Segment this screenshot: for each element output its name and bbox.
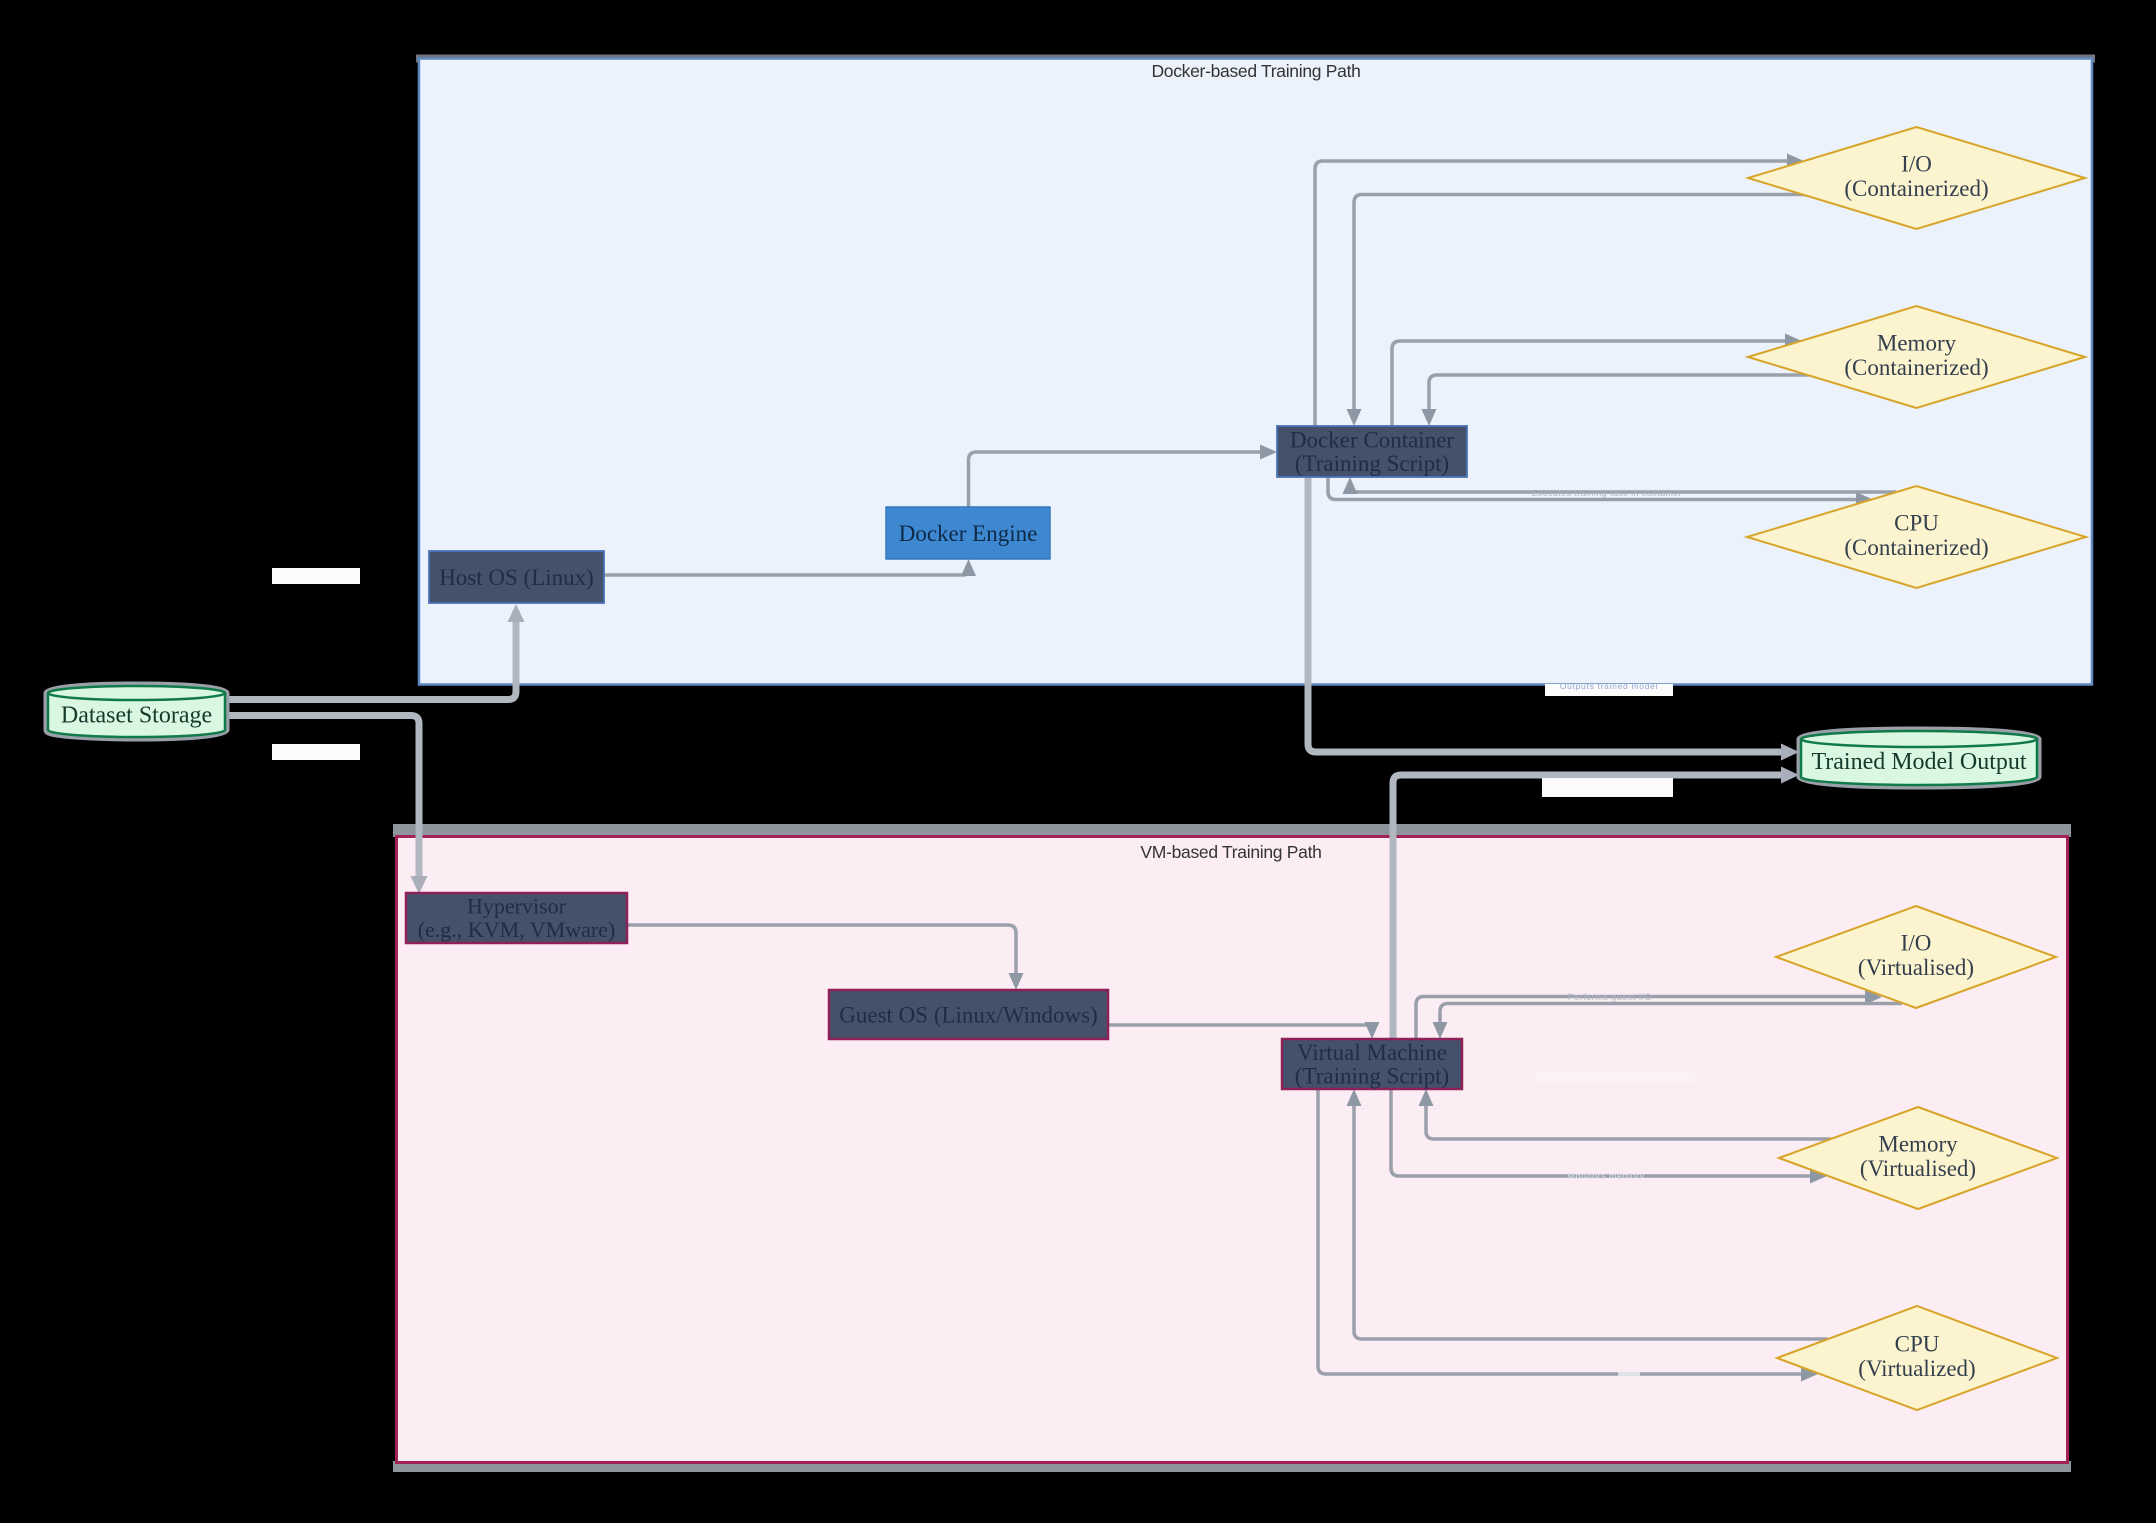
svg-text:Host OS (Linux): Host OS (Linux) [439,565,594,590]
svg-text:(Containerized): (Containerized) [1844,535,1988,560]
svg-text:Dataset Storage: Dataset Storage [61,703,212,729]
svg-text:(e.g., KVM, VMware): (e.g., KVM, VMware) [418,917,616,942]
svg-text:(Containerized): (Containerized) [1844,355,1988,380]
svg-text:(Training Script): (Training Script) [1295,1064,1449,1089]
svg-text:(Training Script): (Training Script) [1295,451,1449,476]
svg-text:Memory: Memory [1877,331,1957,356]
svg-text:VM-based Training Path: VM-based Training Path [1140,842,1321,862]
svg-text:(Virtualized): (Virtualized) [1858,1356,1975,1381]
svg-text:CPU: CPU [1894,511,1939,536]
svg-text:Docker Container: Docker Container [1290,428,1454,453]
svg-text:I/O: I/O [1901,152,1932,177]
svg-text:Docker-based Training Path: Docker-based Training Path [1151,61,1360,81]
svg-text:I/O: I/O [1901,931,1932,956]
svg-text:Performs guest I/O: Performs guest I/O [1568,992,1653,1002]
svg-text:Docker Engine: Docker Engine [899,521,1038,546]
svg-text:CPU: CPU [1895,1332,1940,1357]
svg-text:Virtual Machine: Virtual Machine [1297,1040,1447,1065]
svg-text:(Virtualised): (Virtualised) [1858,955,1974,980]
svg-text:Executes training task in cont: Executes training task in container [1532,488,1682,498]
svg-text:(Virtualised): (Virtualised) [1860,1156,1976,1181]
svg-text:Guest OS (Linux/Windows): Guest OS (Linux/Windows) [839,1002,1097,1027]
svg-text:Monitors memory: Monitors memory [1567,1171,1644,1181]
svg-text:Outputs trained model: Outputs trained model [1560,681,1658,691]
svg-text:Hypervisor: Hypervisor [467,894,567,919]
svg-text:Memory: Memory [1878,1132,1958,1157]
svg-text:Trained Model Output: Trained Model Output [1811,749,2026,775]
svg-text:(Containerized): (Containerized) [1844,176,1988,201]
